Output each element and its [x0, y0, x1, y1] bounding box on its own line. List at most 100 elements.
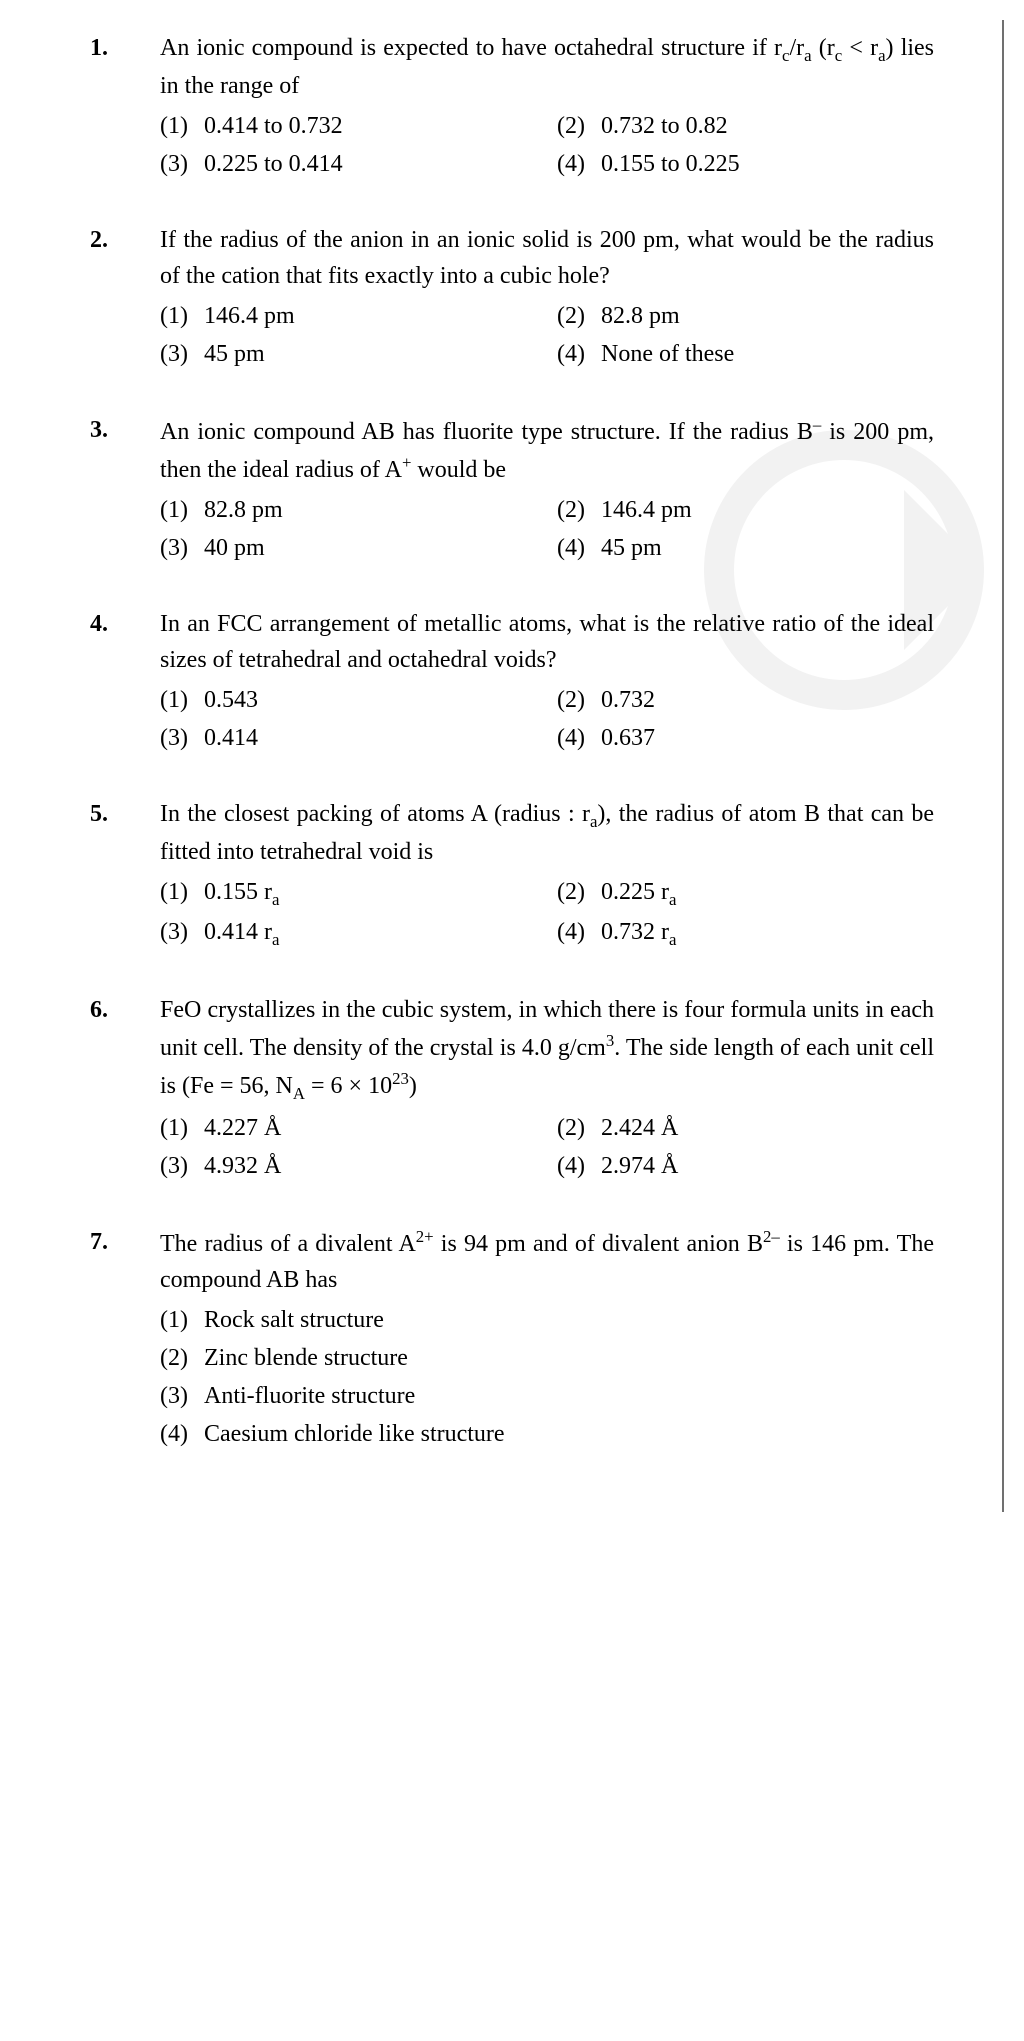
options-grid: (1)4.227 Å(2)2.424 Å(3)4.932 Å(4)2.974 Å [160, 1110, 934, 1184]
option-number: (3) [160, 914, 204, 952]
option: (2)0.732 to 0.82 [557, 108, 934, 144]
option-text: Rock salt structure [204, 1302, 384, 1338]
option: (1)0.155 ra [160, 874, 537, 912]
question-body: FeO crystallizes in the cubic system, in… [160, 992, 934, 1184]
option-text: 0.543 [204, 682, 258, 718]
option-text: Anti-fluorite structure [204, 1378, 415, 1414]
option-text: 0.225 ra [601, 874, 676, 912]
options-grid: (1)82.8 pm (2)146.4 pm (3)40 pm (4)45 pm [160, 492, 934, 566]
options-grid: (1)0.543 (2)0.732 (3)0.414 (4)0.637 [160, 682, 934, 756]
option-text: 2.424 Å [601, 1110, 678, 1146]
option-text: 82.8 pm [204, 492, 283, 528]
option: (4)0.732 ra [557, 914, 934, 952]
option-number: (1) [160, 874, 204, 912]
option-number: (3) [160, 146, 204, 182]
question-number: 1. [90, 30, 160, 182]
option: (3)Anti-fluorite structure [160, 1378, 934, 1414]
question-body: An ionic compound is expected to have oc… [160, 30, 934, 182]
option: (2)0.732 [557, 682, 934, 718]
option: (4)0.637 [557, 720, 934, 756]
question-stem: In the closest packing of atoms A (radiu… [160, 796, 934, 870]
question-number: 5. [90, 796, 160, 952]
option: (3)0.414 [160, 720, 537, 756]
options-grid: (1)0.155 ra (2)0.225 ra (3)0.414 ra (4)0.73… [160, 874, 934, 952]
question-body: The radius of a divalent A2+ is 94 pm an… [160, 1224, 934, 1452]
option-text: 0.225 to 0.414 [204, 146, 343, 182]
option: (2)0.225 ra [557, 874, 934, 912]
option-number: (1) [160, 1302, 204, 1338]
option: (1)Rock salt structure [160, 1302, 934, 1338]
option-text: 0.732 [601, 682, 655, 718]
question-number: 4. [90, 606, 160, 756]
option-text: 146.4 pm [601, 492, 692, 528]
option-number: (2) [557, 108, 601, 144]
option: (2)Zinc blende structure [160, 1340, 934, 1376]
question: 2.If the radius of the anion in an ionic… [90, 222, 934, 372]
option-number: (2) [557, 492, 601, 528]
option-text: 4.932 Å [204, 1148, 281, 1184]
option-number: (3) [160, 530, 204, 566]
option-number: (2) [160, 1340, 204, 1376]
option: (2)146.4 pm [557, 492, 934, 528]
option: (1)0.543 [160, 682, 537, 718]
option: (3)4.932 Å [160, 1148, 537, 1184]
option: (1)0.414 to 0.732 [160, 108, 537, 144]
options-grid: (1)Rock salt structure(2)Zinc blende str… [160, 1302, 934, 1452]
option-number: (1) [160, 298, 204, 334]
option-text: 146.4 pm [204, 298, 295, 334]
option-text: 0.155 ra [204, 874, 279, 912]
option-number: (3) [160, 720, 204, 756]
question-body: In an FCC arrangement of metallic atoms,… [160, 606, 934, 756]
option-number: (4) [557, 336, 601, 372]
question-number: 2. [90, 222, 160, 372]
option: (1)82.8 pm [160, 492, 537, 528]
question-stem: FeO crystallizes in the cubic system, in… [160, 992, 934, 1106]
question-number: 7. [90, 1224, 160, 1452]
question-stem: An ionic compound AB has fluorite type s… [160, 412, 934, 488]
options-grid: (1)0.414 to 0.732 (2)0.732 to 0.82 (3)0.22… [160, 108, 934, 182]
option-number: (4) [557, 1148, 601, 1184]
option: (4)0.155 to 0.225 [557, 146, 934, 182]
option-text: 0.414 [204, 720, 258, 756]
question-stem: An ionic compound is expected to have oc… [160, 30, 934, 104]
option: (3)0.414 ra [160, 914, 537, 952]
question-stem: If the radius of the anion in an ionic s… [160, 222, 934, 294]
option: (2)2.424 Å [557, 1110, 934, 1146]
question-stem: In an FCC arrangement of metallic atoms,… [160, 606, 934, 678]
option-number: (4) [557, 720, 601, 756]
option-text: 40 pm [204, 530, 265, 566]
question: 7.The radius of a divalent A2+ is 94 pm … [90, 1224, 934, 1452]
option-number: (1) [160, 682, 204, 718]
option-text: 0.732 ra [601, 914, 676, 952]
option-number: (2) [557, 1110, 601, 1146]
option-number: (4) [557, 146, 601, 182]
option-text: 0.414 ra [204, 914, 279, 952]
option-number: (2) [557, 682, 601, 718]
option-number: (4) [160, 1416, 204, 1452]
question: 5.In the closest packing of atoms A (rad… [90, 796, 934, 952]
option: (3)0.225 to 0.414 [160, 146, 537, 182]
option-text: 2.974 Å [601, 1148, 678, 1184]
options-grid: (1)146.4 pm(2)82.8 pm(3)45 pm(4)None of … [160, 298, 934, 372]
option: (4)2.974 Å [557, 1148, 934, 1184]
option-text: Caesium chloride like structure [204, 1416, 505, 1452]
page-edge-line [1002, 20, 1004, 1512]
question-body: In the closest packing of atoms A (radiu… [160, 796, 934, 952]
question: 4.In an FCC arrangement of metallic atom… [90, 606, 934, 756]
question: 1.An ionic compound is expected to have … [90, 30, 934, 182]
option-number: (3) [160, 1148, 204, 1184]
option-number: (3) [160, 1378, 204, 1414]
option-number: (3) [160, 336, 204, 372]
option-number: (4) [557, 530, 601, 566]
option-text: None of these [601, 336, 734, 372]
option-number: (1) [160, 492, 204, 528]
option-number: (1) [160, 108, 204, 144]
question: 3.An ionic compound AB has fluorite type… [90, 412, 934, 566]
option-text: 45 pm [204, 336, 265, 372]
option: (1)146.4 pm [160, 298, 537, 334]
option-number: (2) [557, 874, 601, 912]
option-text: 0.732 to 0.82 [601, 108, 728, 144]
option-text: 0.637 [601, 720, 655, 756]
option-text: 0.155 to 0.225 [601, 146, 740, 182]
option-text: 45 pm [601, 530, 662, 566]
